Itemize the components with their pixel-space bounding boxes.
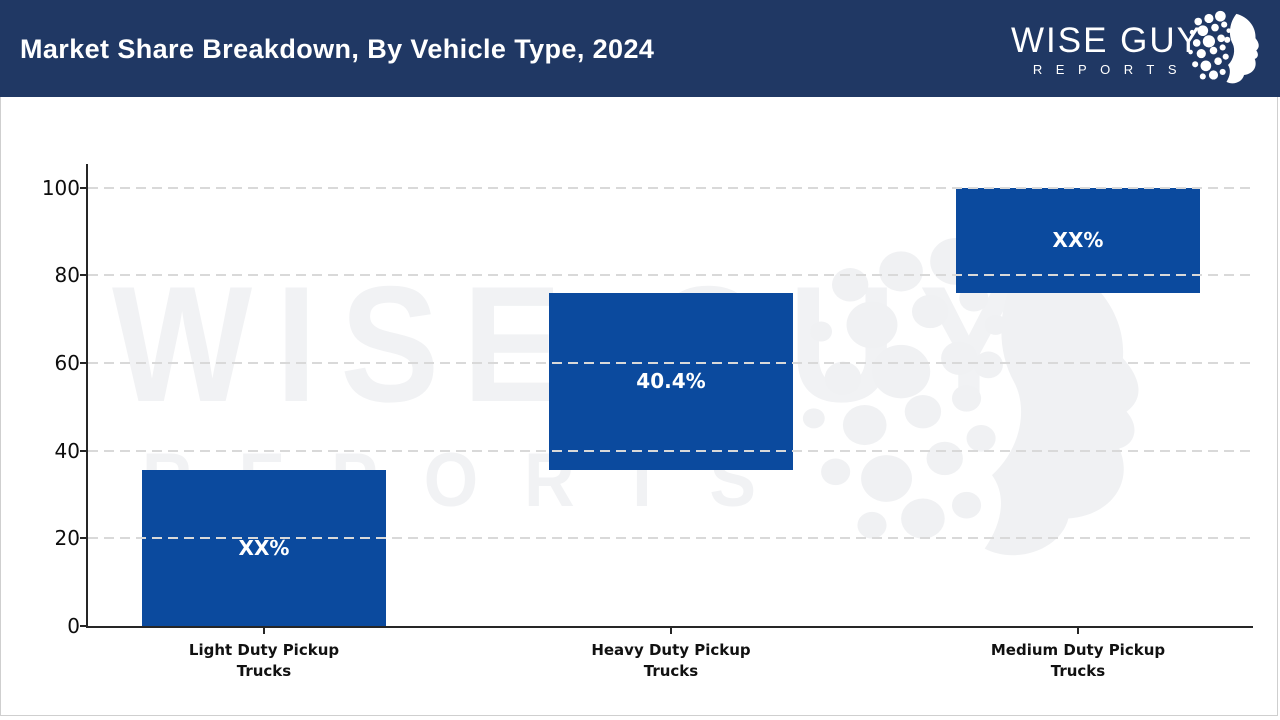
gridline	[88, 449, 1253, 452]
bar-value-label: XX%	[238, 535, 290, 560]
x-axis-category-label: Heavy Duty Pickup Trucks	[591, 641, 751, 680]
y-axis-tick-label: 0	[67, 614, 80, 638]
chart-canvas: WISE GUY REPORTS XX% 40.4% XX% 0 20 40 60 80 100…	[0, 97, 1280, 720]
page-title: Market Share Breakdown, By Vehicle Type,…	[20, 34, 655, 64]
canvas-border-left	[0, 97, 1, 716]
y-axis-tick-label: 20	[54, 526, 80, 551]
bar-segment	[142, 469, 386, 626]
y-axis-tick-label: 100	[41, 175, 80, 200]
x-axis-tick-mark	[670, 628, 672, 634]
canvas-border-bottom	[0, 715, 1278, 716]
y-axis-tick-mark	[80, 625, 87, 627]
y-axis-tick-label: 60	[54, 350, 80, 375]
x-axis-tick-mark	[1077, 628, 1079, 634]
wiseguy-face-icon	[1188, 10, 1259, 84]
y-axis-line	[86, 164, 88, 628]
bar-value-label: XX%	[1052, 228, 1104, 253]
x-axis-category-label: Light Duty Pickup Trucks	[188, 641, 340, 680]
gridline	[88, 274, 1253, 277]
x-axis-line	[86, 626, 1253, 628]
logo-subtext: REPORTS	[1032, 61, 1191, 77]
y-axis-tick-mark	[80, 274, 87, 277]
y-axis-tick-mark	[80, 449, 87, 452]
logo-wordmark: WISE GUY	[1010, 20, 1202, 60]
y-axis-tick-label: 80	[54, 263, 80, 288]
wiseguy-logo: WISE GUY REPORTS	[1011, 7, 1270, 91]
wiseguy-logo-text: WISE GUY REPORTS	[1011, 23, 1202, 76]
gridline	[88, 186, 1253, 189]
canvas-border-right	[1277, 97, 1278, 716]
header-bar: Market Share Breakdown, By Vehicle Type,…	[0, 0, 1280, 97]
y-axis-tick-mark	[80, 361, 87, 364]
y-axis-tick-mark	[80, 537, 87, 540]
x-axis-tick-mark	[263, 628, 265, 634]
bar-value-label: 40.4%	[636, 369, 706, 394]
gridline	[88, 537, 1253, 540]
bar-segment	[549, 292, 793, 470]
x-axis-category-label: Medium Duty Pickup Trucks	[990, 641, 1166, 680]
gridline	[88, 361, 1253, 364]
y-axis-tick-label: 40	[54, 438, 80, 463]
y-axis-tick-mark	[80, 186, 87, 189]
